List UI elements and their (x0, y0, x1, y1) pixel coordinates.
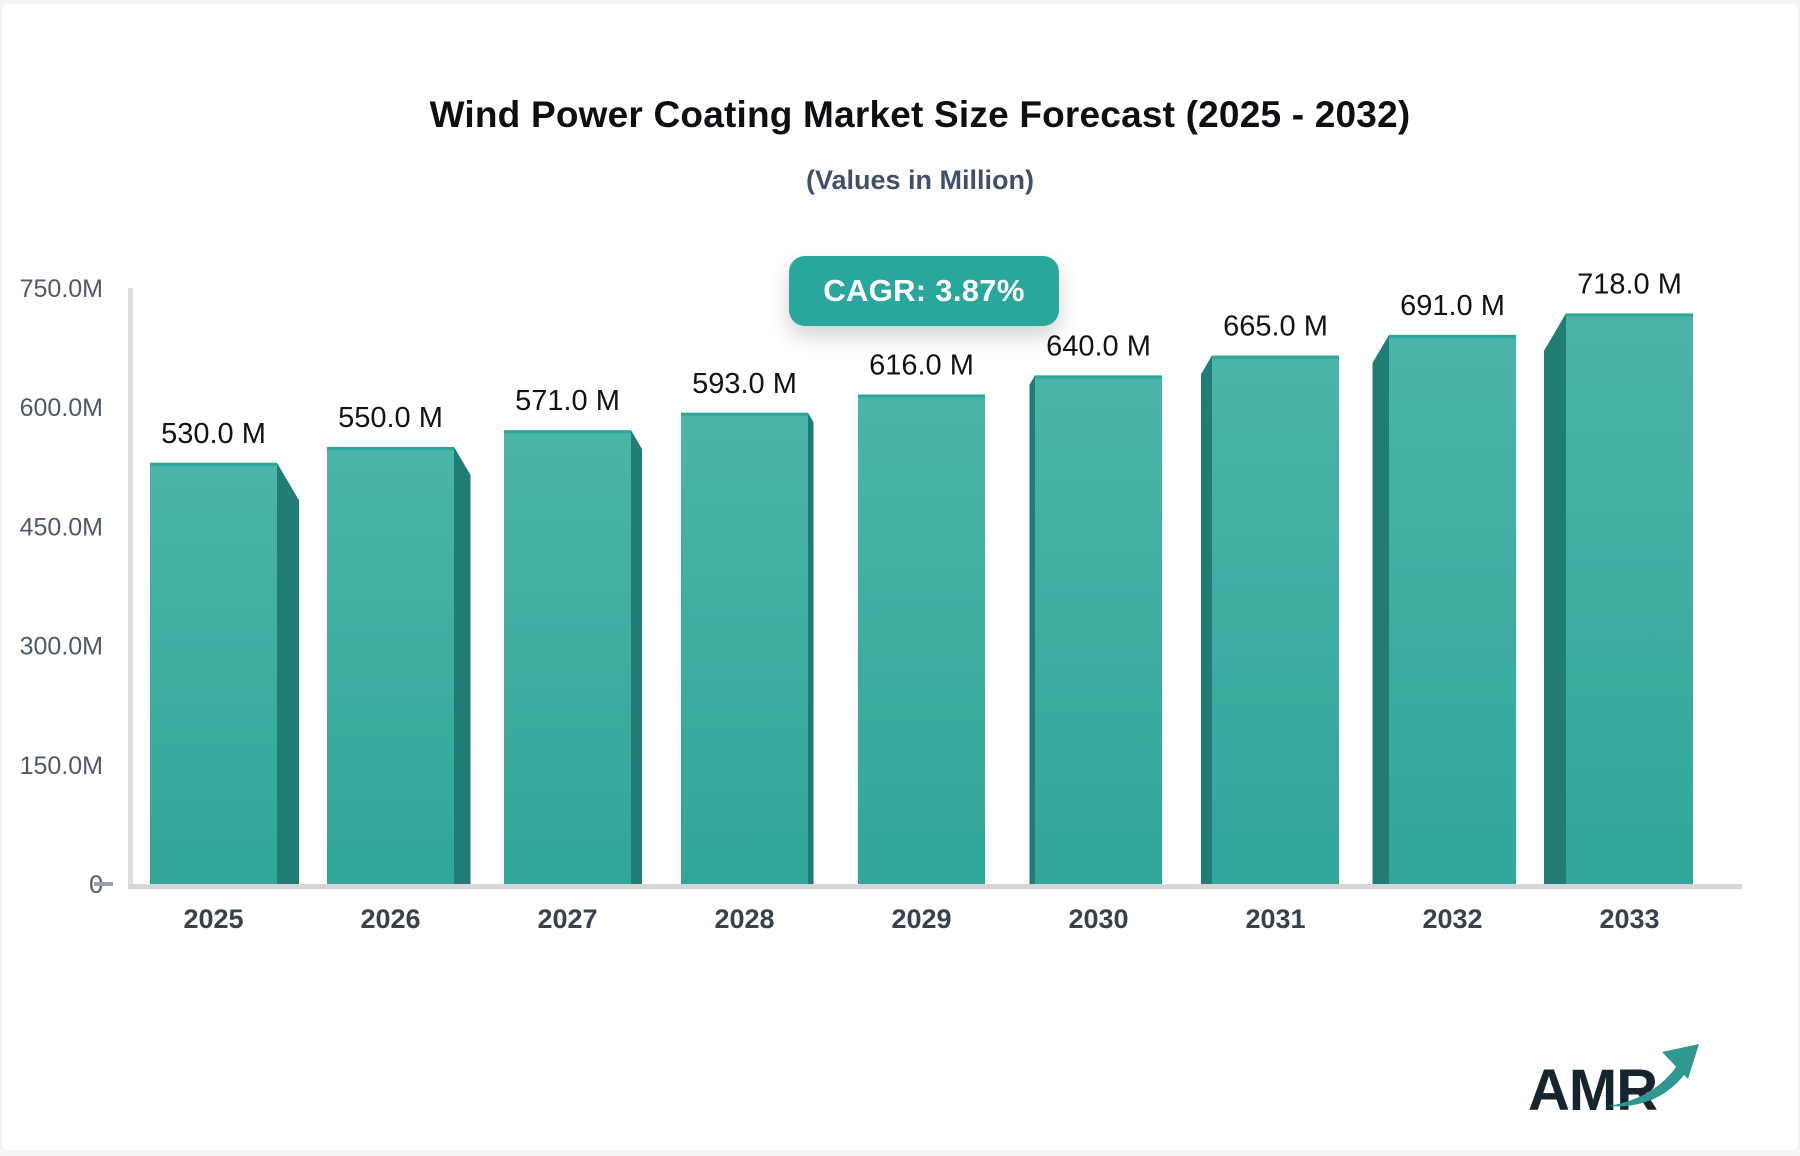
bar-top-edge-2032 (1389, 334, 1516, 338)
zero-tick-mark (94, 882, 113, 886)
bar-value-label: 571.0 M (515, 385, 620, 417)
bar-top-edge-2029 (858, 394, 985, 398)
x-tick-label: 2033 (1599, 904, 1659, 934)
bar-top-edge-2033 (1566, 313, 1693, 317)
x-axis-line (128, 884, 1742, 889)
x-tick-label: 2026 (360, 904, 420, 934)
x-tick-label: 2025 (183, 904, 243, 934)
bar-side-2032 (1372, 334, 1389, 884)
y-tick-label: 750.0M (20, 275, 103, 303)
bar-2026 (327, 446, 454, 884)
x-tick-label: 2032 (1422, 904, 1482, 934)
bar-value-label: 616.0 M (869, 349, 974, 381)
bar-side-2033 (1544, 313, 1566, 884)
bar-side-2030 (1029, 375, 1035, 884)
bar-top-edge-2028 (681, 412, 808, 416)
bar-side-2031 (1201, 355, 1212, 885)
bar-2031 (1212, 355, 1339, 885)
bar-side-2028 (808, 412, 814, 884)
bar-value-label: 530.0 M (161, 418, 266, 450)
bar-top-edge-2031 (1212, 355, 1339, 359)
bar-value-label: 665.0 M (1223, 311, 1328, 343)
bar-2025 (150, 462, 277, 884)
chart-title: Wind Power Coating Market Size Forecast … (429, 94, 1411, 135)
bar-2033 (1566, 313, 1693, 884)
x-tick-label: 2031 (1245, 904, 1305, 934)
chart-subtitle: (Values in Million) (805, 165, 1035, 195)
x-tick-label: 2028 (714, 904, 774, 934)
bar-2030 (1035, 375, 1162, 884)
bar-value-label: 691.0 M (1400, 290, 1505, 322)
bar-2029 (858, 394, 985, 884)
bar-value-label: 640.0 M (1046, 330, 1151, 362)
bar-2032 (1389, 334, 1516, 884)
y-tick-label: 450.0M (20, 513, 103, 541)
bar-2028 (681, 412, 808, 884)
growth-arrow-head-icon (1662, 1044, 1699, 1079)
bar-top-edge-2025 (150, 462, 277, 466)
bar-value-label: 550.0 M (338, 402, 443, 434)
x-tick-label: 2030 (1068, 904, 1128, 934)
bar-top-edge-2030 (1035, 375, 1162, 379)
y-tick-label: 150.0M (20, 752, 103, 780)
bar-2027 (504, 430, 631, 884)
amr-logo-text: AMR (1528, 1058, 1657, 1123)
bar-side-2027 (631, 430, 642, 884)
x-tick-label: 2027 (537, 904, 597, 934)
y-tick-label: 600.0M (20, 394, 103, 422)
bar-value-label: 593.0 M (692, 368, 797, 400)
y-axis-line (128, 288, 133, 889)
cagr-badge: CAGR: 3.87% (789, 256, 1059, 326)
bar-side-2025 (277, 462, 299, 884)
bar-top-edge-2026 (327, 446, 454, 450)
bar-top-edge-2027 (504, 430, 631, 434)
bar-value-label: 718.0 M (1577, 268, 1682, 300)
bar-side-2026 (454, 446, 471, 884)
cagr-badge-label: CAGR: 3.87% (823, 273, 1025, 308)
x-tick-label: 2029 (891, 904, 951, 934)
y-tick-label: 300.0M (20, 633, 103, 661)
amr-logo: AMR (1528, 1044, 1699, 1123)
